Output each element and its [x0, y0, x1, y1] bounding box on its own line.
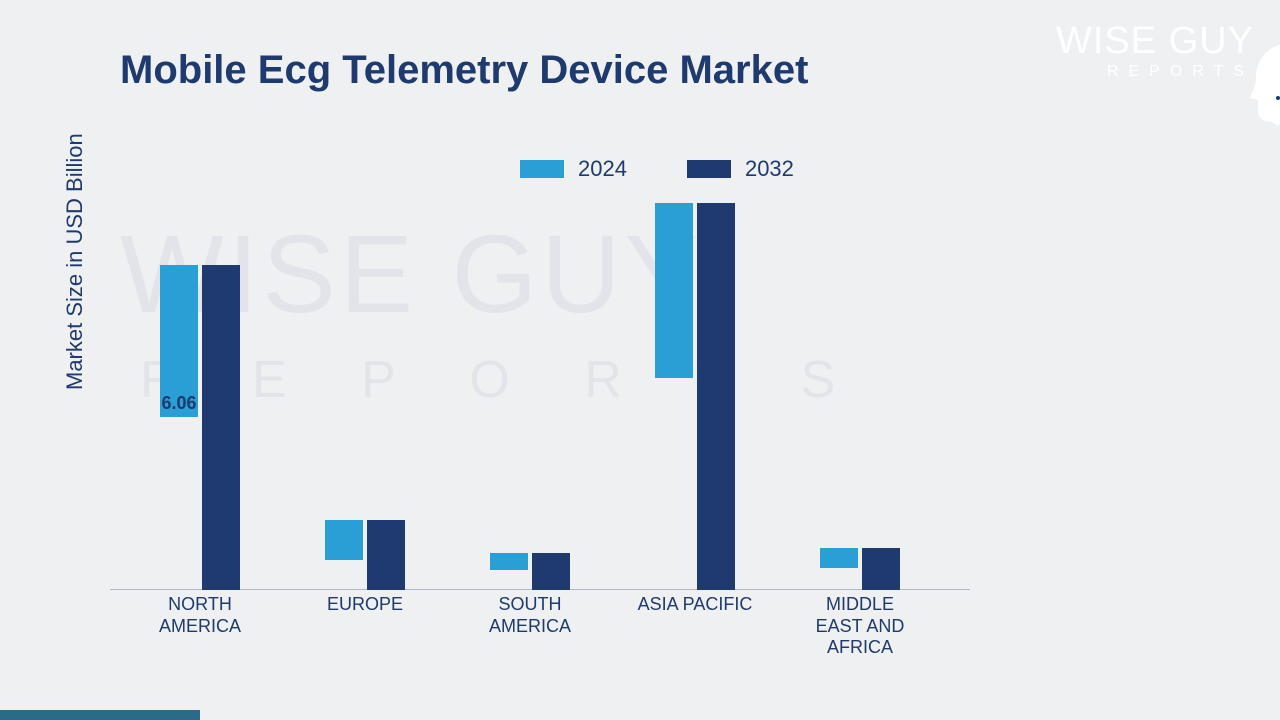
- bar: [367, 520, 405, 590]
- legend-swatch: [687, 160, 731, 178]
- legend: 2024 2032: [520, 156, 794, 182]
- bar-group: [800, 548, 920, 591]
- y-axis-label: Market Size in USD Billion: [62, 133, 88, 390]
- bar: [862, 548, 900, 591]
- bar: [655, 203, 693, 378]
- legend-item: 2024: [520, 156, 627, 182]
- bar: [202, 265, 240, 590]
- legend-label: 2024: [578, 156, 627, 182]
- brand-line2: REPORTS: [1056, 64, 1254, 80]
- bar: [325, 520, 363, 560]
- x-tick-label: NORTH AMERICA: [140, 594, 260, 637]
- legend-item: 2032: [687, 156, 794, 182]
- footer-strip: [0, 710, 200, 720]
- x-tick-label: EUROPE: [305, 594, 425, 616]
- bar-group: [140, 265, 260, 590]
- bar-group: [635, 203, 755, 591]
- head-icon: [1248, 42, 1280, 128]
- plot-area: 6.06: [110, 190, 970, 590]
- legend-label: 2032: [745, 156, 794, 182]
- x-tick-label: ASIA PACIFIC: [635, 594, 755, 616]
- x-tick-label: MIDDLE EAST AND AFRICA: [800, 594, 920, 659]
- bar: [532, 553, 570, 591]
- bar: [697, 203, 735, 591]
- x-tick-label: SOUTH AMERICA: [470, 594, 590, 637]
- bar-group: [470, 553, 590, 591]
- bar-group: [305, 520, 425, 590]
- legend-swatch: [520, 160, 564, 178]
- data-label: 6.06: [161, 393, 196, 414]
- brand-logo: WISE GUY REPORTS: [1056, 22, 1254, 80]
- bar: [490, 553, 528, 571]
- brand-panel: [960, 0, 1280, 720]
- brand-line1: WISE GUY: [1056, 22, 1254, 60]
- chart-canvas: WISE GUY REPORTS Mobile Ecg Telemetry De…: [0, 0, 1280, 720]
- bar: [820, 548, 858, 568]
- chart-title: Mobile Ecg Telemetry Device Market: [120, 48, 808, 93]
